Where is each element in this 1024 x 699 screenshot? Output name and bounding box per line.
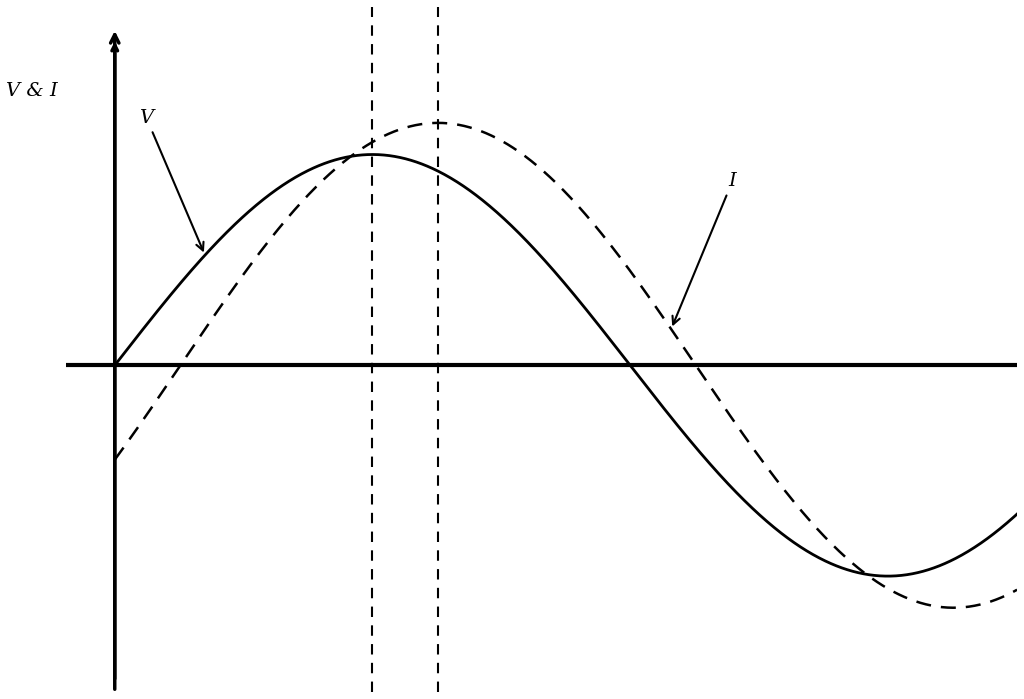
Text: V: V — [139, 109, 204, 250]
Text: I: I — [673, 172, 736, 324]
Text: V & I: V & I — [5, 82, 57, 100]
